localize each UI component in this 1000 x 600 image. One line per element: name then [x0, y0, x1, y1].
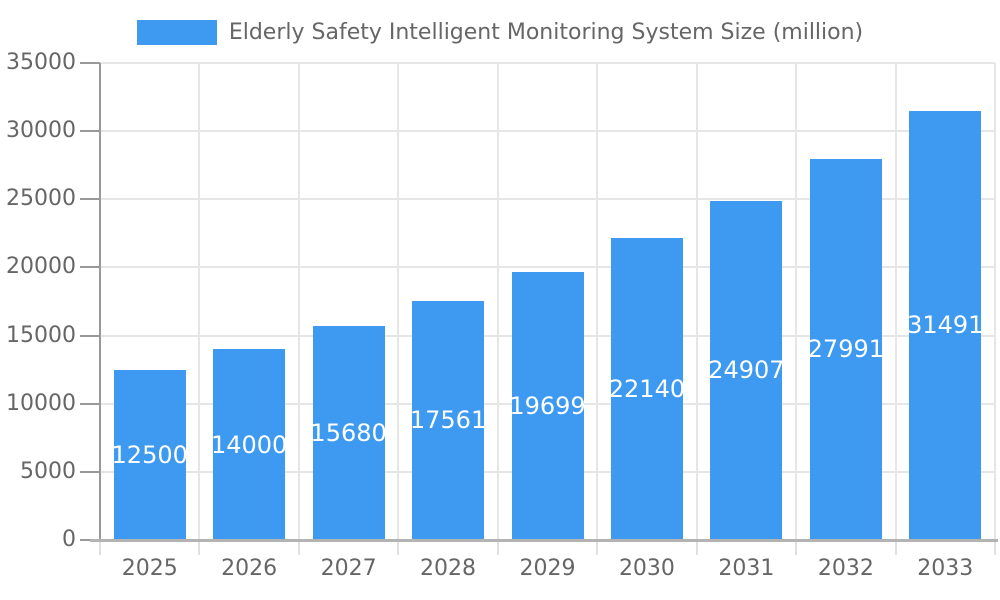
- gridline-h: [100, 266, 995, 269]
- gridline-v: [994, 63, 996, 540]
- x-tick: [297, 541, 300, 555]
- bar-value-label: 12500: [111, 440, 188, 469]
- gridline-v: [297, 63, 300, 540]
- y-tick: [80, 198, 100, 201]
- bar-value-label: 19699: [509, 391, 586, 420]
- x-axis-label: 2030: [618, 556, 675, 581]
- x-tick: [894, 541, 897, 555]
- y-tick: [80, 470, 100, 473]
- y-axis-label: 30000: [6, 118, 76, 144]
- x-axis-line: [90, 539, 998, 542]
- bar-value-label: 31491: [907, 311, 984, 340]
- x-tick: [198, 541, 201, 555]
- bar: [511, 271, 584, 540]
- x-tick: [795, 541, 798, 555]
- y-axis-label: 20000: [6, 254, 76, 280]
- bar-value-label: 17561: [409, 406, 487, 435]
- x-axis-label: 2029: [519, 556, 576, 581]
- x-tick: [695, 541, 698, 555]
- gridline-v: [795, 63, 798, 540]
- bar: [213, 349, 286, 540]
- y-axis-label: 25000: [6, 186, 76, 212]
- legend[interactable]: Elderly Safety Intelligent Monitoring Sy…: [0, 20, 1000, 45]
- y-tick: [80, 266, 100, 269]
- bar-value-label: 27991: [807, 335, 885, 364]
- gridline-v: [198, 63, 201, 540]
- x-tick: [596, 541, 599, 555]
- gridline-v: [596, 63, 599, 540]
- gridline-v: [894, 63, 897, 540]
- y-axis-label: 0: [62, 527, 76, 552]
- gridline-h: [100, 62, 995, 64]
- bar-value-label: 22140: [608, 375, 686, 404]
- x-axis-label: 2031: [718, 556, 775, 581]
- bar: [710, 200, 783, 540]
- bar: [610, 238, 683, 540]
- gridline-h: [100, 198, 995, 201]
- legend-label: Elderly Safety Intelligent Monitoring Sy…: [228, 20, 864, 45]
- gridline-v: [496, 63, 499, 540]
- bar-value-label: 24907: [708, 356, 785, 385]
- legend-swatch: [136, 20, 217, 45]
- bar: [113, 369, 186, 540]
- y-axis-label: 35000: [6, 50, 76, 75]
- y-tick: [80, 334, 100, 337]
- gridline-v: [397, 63, 400, 540]
- bar-value-label: 15680: [310, 419, 387, 448]
- y-axis-label: 10000: [6, 390, 76, 416]
- x-axis-label: 2033: [917, 556, 974, 581]
- x-axis-label: 2027: [320, 556, 377, 581]
- bar: [909, 110, 982, 540]
- bar: [312, 326, 385, 540]
- y-axis-label: 15000: [6, 322, 76, 348]
- y-axis-label: 5000: [20, 458, 76, 484]
- bar-value-label: 14000: [210, 430, 288, 459]
- x-tick: [99, 541, 101, 555]
- y-axis-line: [99, 63, 101, 541]
- x-axis-label: 2028: [420, 556, 477, 581]
- x-axis-label: 2026: [221, 556, 278, 581]
- y-tick: [80, 402, 100, 405]
- bar: [809, 158, 882, 540]
- x-tick: [496, 541, 499, 555]
- x-axis-label: 2032: [817, 556, 874, 581]
- gridline-v: [695, 63, 698, 540]
- y-tick: [80, 62, 100, 64]
- x-tick: [994, 541, 996, 555]
- bar: [412, 300, 485, 540]
- x-tick: [397, 541, 400, 555]
- y-tick: [80, 130, 100, 133]
- gridline-h: [100, 130, 995, 133]
- x-axis-label: 2025: [121, 556, 178, 581]
